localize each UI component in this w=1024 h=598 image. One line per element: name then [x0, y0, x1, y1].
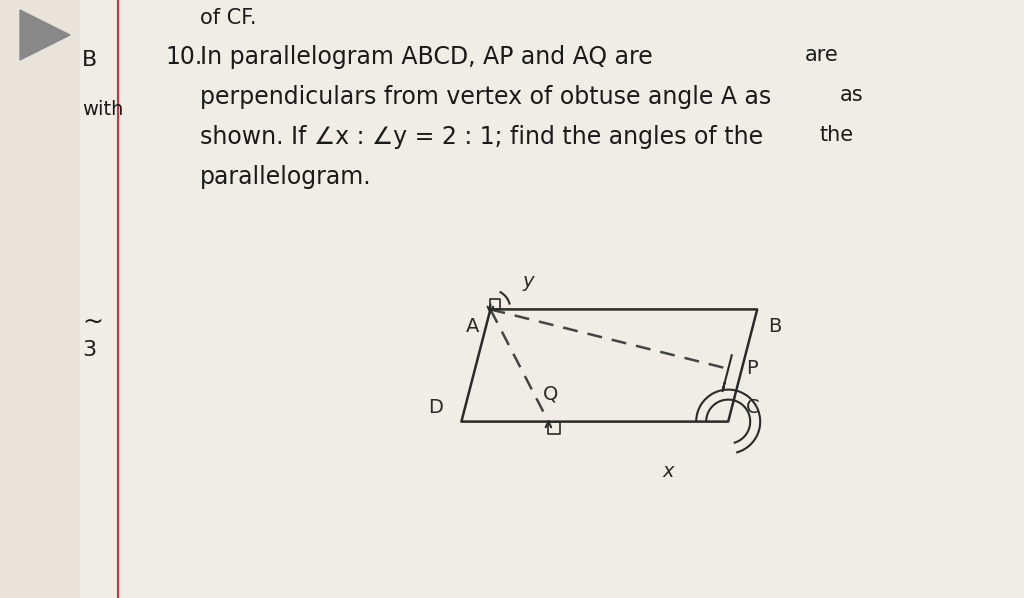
Text: as: as: [840, 85, 863, 105]
Polygon shape: [20, 10, 70, 60]
Text: y: y: [522, 272, 535, 291]
Text: B: B: [769, 318, 782, 337]
Text: the: the: [820, 125, 854, 145]
Text: ~: ~: [82, 310, 103, 334]
Text: P: P: [746, 359, 758, 379]
Text: with: with: [82, 100, 123, 119]
Text: 3: 3: [82, 340, 96, 360]
Text: parallelogram.: parallelogram.: [200, 165, 372, 189]
Text: perpendiculars from vertex of obtuse angle A as: perpendiculars from vertex of obtuse ang…: [200, 85, 771, 109]
Text: B: B: [82, 50, 97, 70]
Text: x: x: [663, 462, 674, 481]
Text: Q: Q: [543, 385, 558, 404]
Text: of CF.: of CF.: [200, 8, 256, 28]
Text: C: C: [746, 398, 760, 417]
Text: 10.: 10.: [165, 45, 203, 69]
Text: In parallelogram ABCD, AP and AQ are: In parallelogram ABCD, AP and AQ are: [200, 45, 652, 69]
Text: shown. If ∠x : ∠y = 2 : 1; find the angles of the: shown. If ∠x : ∠y = 2 : 1; find the angl…: [200, 125, 763, 149]
Text: are: are: [805, 45, 839, 65]
Text: A: A: [466, 318, 479, 337]
Text: D: D: [428, 398, 443, 417]
